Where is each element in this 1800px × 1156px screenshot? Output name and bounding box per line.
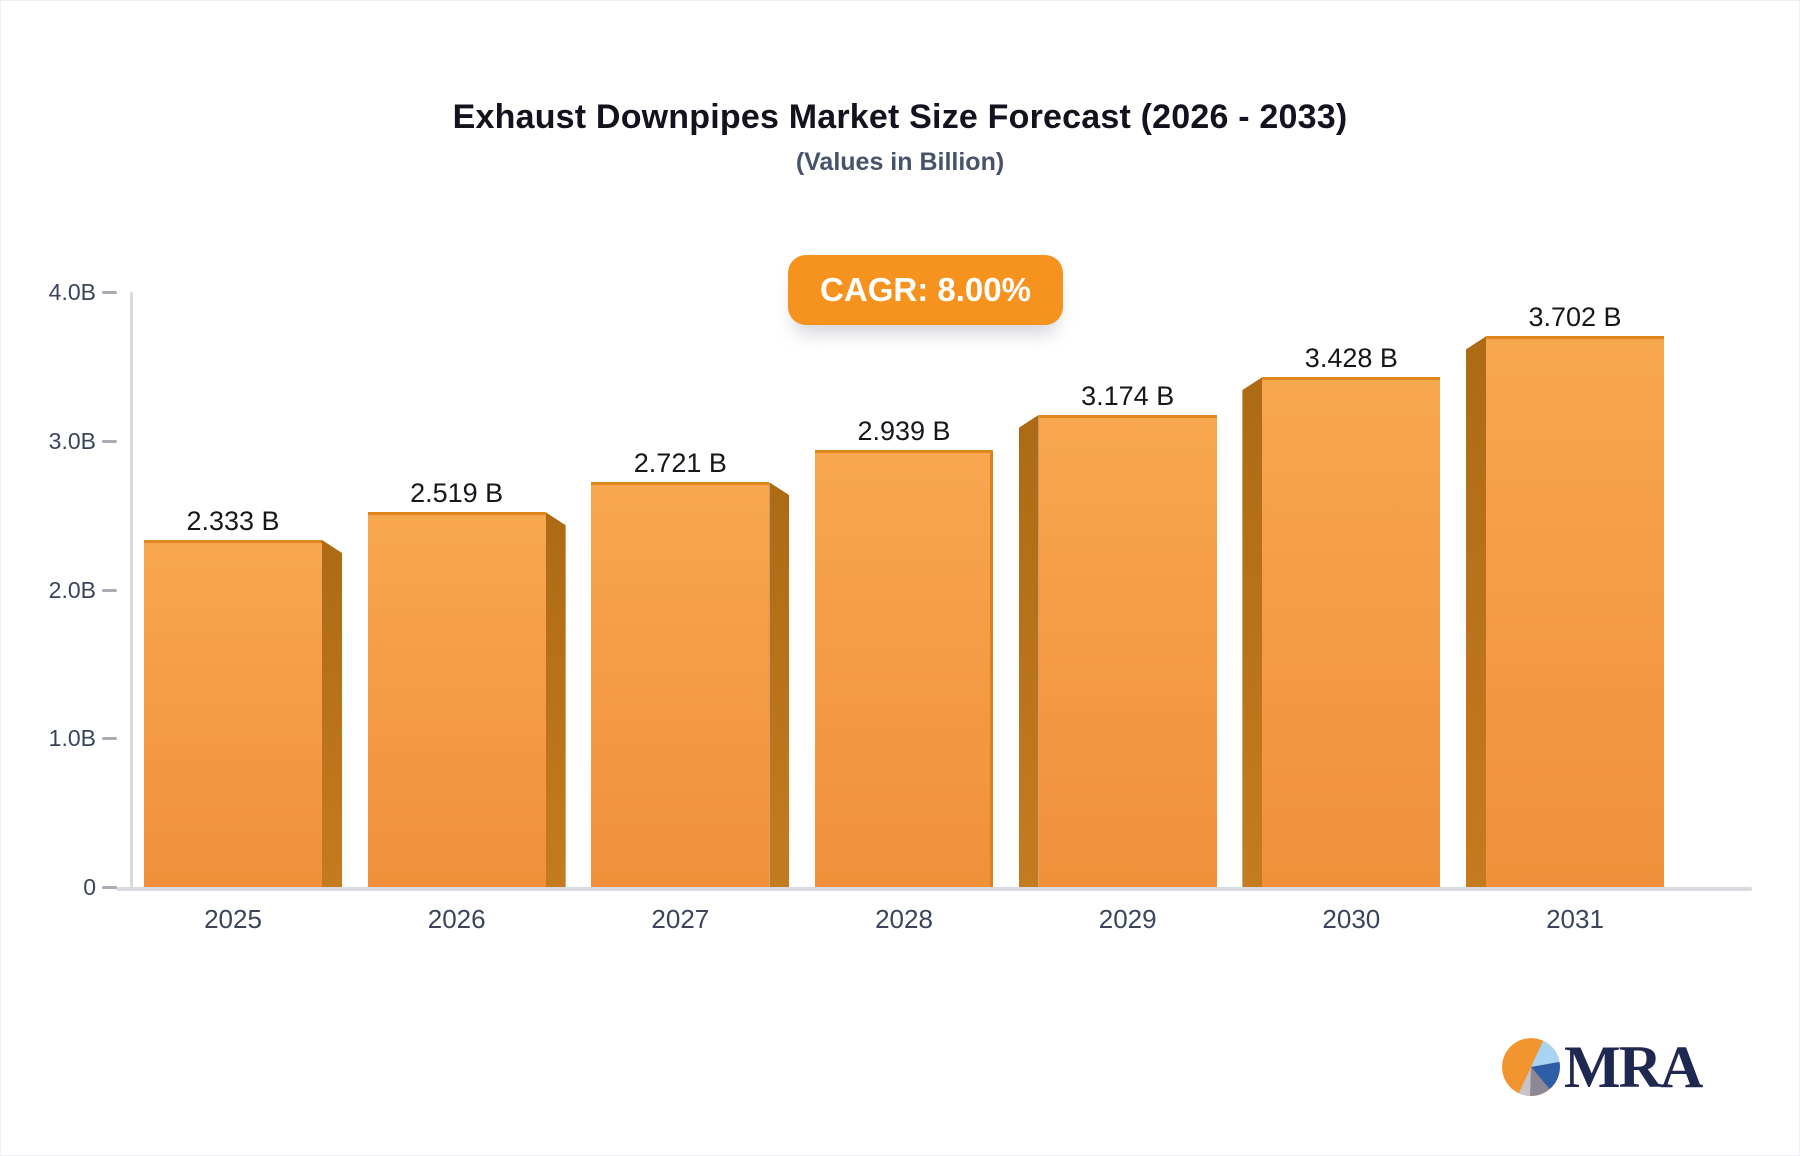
- y-axis-line: [130, 292, 133, 890]
- y-axis-tick-label: 2.0B: [48, 576, 96, 603]
- bar-side-edge: [1466, 336, 1487, 887]
- y-axis-tick: [102, 886, 117, 889]
- x-axis-line: [116, 887, 1752, 891]
- y-axis-tick-label: 1.0B: [48, 725, 96, 752]
- bar-value-label: 2.721 B: [633, 448, 727, 479]
- y-axis-tick: [102, 588, 117, 592]
- bar-value-label: 3.428 B: [1304, 343, 1398, 374]
- bar-side-edge: [1242, 377, 1263, 887]
- bar-2031: [1486, 336, 1665, 887]
- bar-side-edge: [1018, 414, 1039, 887]
- y-axis-tick: [102, 737, 117, 741]
- bar-2025: [144, 539, 322, 887]
- bar-2026: [367, 512, 546, 887]
- x-axis-category-label: 2029: [1098, 904, 1157, 934]
- chart-subtitle: (Values in Billion): [795, 148, 1005, 176]
- y-axis-tick: [102, 439, 117, 443]
- x-axis-category-label: 2026: [427, 904, 486, 934]
- pie-chart-logo-icon: [1502, 1038, 1560, 1096]
- y-axis-tick-label: 4.0B: [48, 279, 96, 305]
- y-axis-tick-label: 3.0B: [48, 427, 96, 454]
- x-axis-category-label: 2030: [1322, 904, 1381, 934]
- y-axis-tick-label: 0: [83, 874, 96, 900]
- bar-2027: [591, 482, 770, 887]
- bar-value-label: 2.519 B: [410, 478, 504, 509]
- bar-2028: [815, 449, 993, 887]
- bar-value-label: 2.939 B: [857, 415, 951, 446]
- mra-logo: MRA: [1500, 1034, 1703, 1100]
- x-axis-category-label: 2028: [875, 904, 933, 934]
- bar-side-edge: [769, 482, 790, 887]
- bar-value-label: 3.702 B: [1528, 302, 1622, 333]
- x-axis-category-label: 2027: [651, 904, 710, 934]
- cagr-badge: CAGR: 8.00%: [788, 255, 1063, 325]
- bar-value-label: 2.333 B: [186, 505, 280, 536]
- bar-2030: [1262, 377, 1441, 887]
- bar-side-edge: [545, 512, 566, 887]
- chart-title: Exhaust Downpipes Market Size Forecast (…: [452, 98, 1348, 136]
- bar-2029: [1038, 414, 1217, 887]
- y-axis-tick: [102, 291, 117, 294]
- x-axis-category-label: 2031: [1546, 904, 1604, 934]
- bar-side-edge: [322, 539, 342, 887]
- x-axis-category-label: 2025: [204, 904, 262, 934]
- logo-text: MRA: [1564, 1034, 1703, 1100]
- bar-value-label: 3.174 B: [1081, 380, 1175, 411]
